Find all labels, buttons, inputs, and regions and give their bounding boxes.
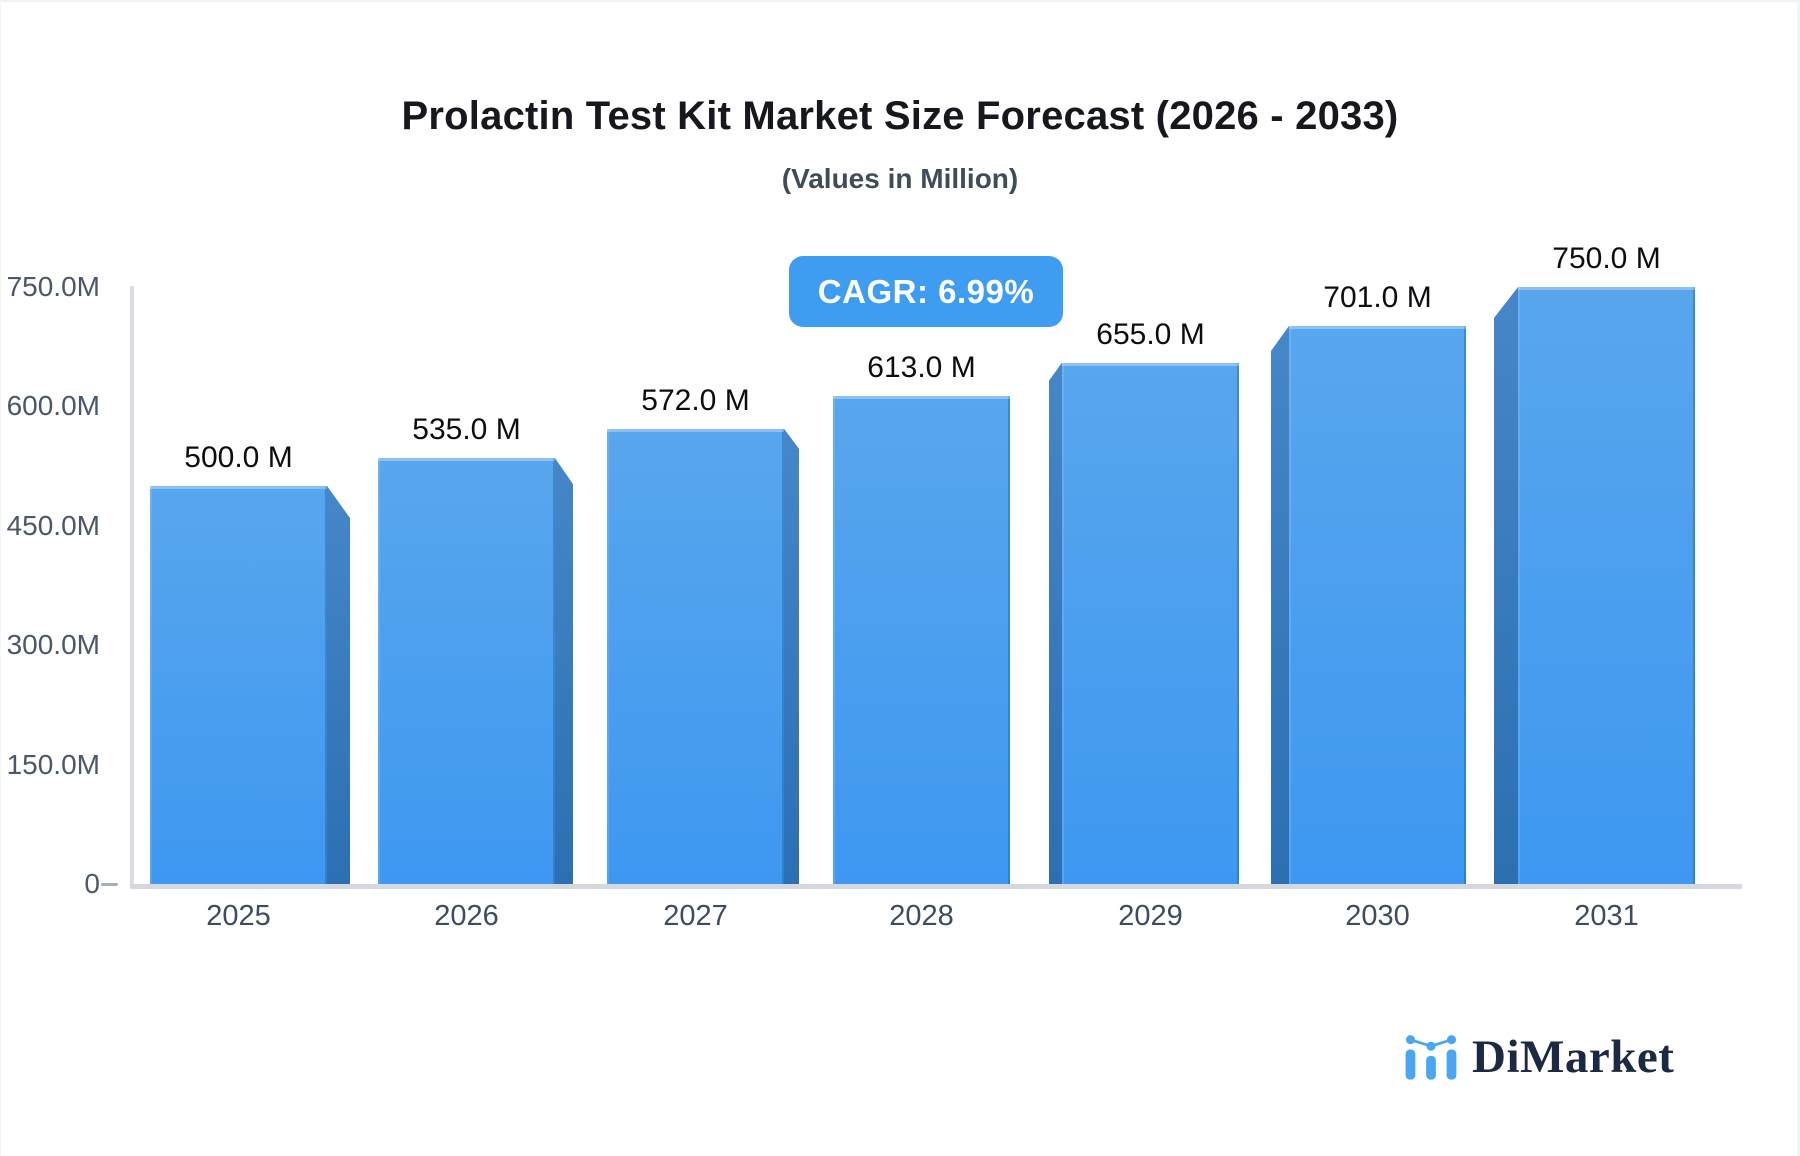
bar-value-label: 701.0 M: [1323, 281, 1432, 314]
chart-subtitle: (Values in Million): [781, 163, 1019, 194]
page-top-border: [0, 0, 1800, 2]
x-axis-label: 2031: [1574, 900, 1639, 932]
logo-wordmark: DiMarket: [1472, 1031, 1675, 1083]
bar-2026: [378, 458, 573, 884]
cagr-badge: CAGR: 6.99%: [789, 256, 1063, 327]
bar-2025: [150, 486, 350, 884]
page-right-border: [1797, 0, 1800, 1156]
bar-face: [607, 428, 784, 884]
bar-value-label: 500.0 M: [184, 441, 293, 474]
y-axis-tick-label: 750.0M: [6, 271, 100, 302]
bar-value-label: 655.0 M: [1096, 317, 1205, 351]
bar-value-label: 572.0 M: [641, 383, 750, 417]
bar-side-panel: [1494, 287, 1518, 884]
chart-title: Prolactin Test Kit Market Size Forecast …: [401, 94, 1399, 138]
bar-2030: [1271, 326, 1466, 884]
bar-side-panel: [1271, 326, 1289, 884]
bar-side-panel: [1049, 362, 1062, 884]
x-axis-label: 2026: [434, 900, 499, 932]
bar-face: [833, 396, 1010, 884]
bar-side-panel: [327, 486, 350, 884]
y-axis-tick-label: 300.0M: [6, 629, 100, 661]
y-axis-tick-label: 450.0M: [6, 509, 100, 541]
bar-2027: [607, 428, 799, 884]
bar-value-label: 535.0 M: [412, 413, 521, 447]
bar-face: [1518, 287, 1695, 884]
bar-2031: [1494, 287, 1695, 884]
bar-chart-logo-icon: [1404, 1034, 1458, 1080]
y-axis-line: [130, 286, 134, 889]
x-axis-label: 2025: [206, 900, 271, 932]
x-axis-label: 2028: [889, 900, 954, 932]
page-left-border: [0, 0, 1, 1156]
x-axis-label: 2029: [1118, 900, 1183, 932]
bar-face: [378, 458, 555, 884]
y-axis-tick-label: 0: [84, 868, 100, 899]
bar-face: [150, 486, 327, 884]
bar-side-panel: [784, 428, 799, 884]
bar-2028: [833, 396, 1010, 884]
zero-tick-mark: [101, 883, 118, 886]
bar-face: [1062, 362, 1239, 884]
bar-value-label: 750.0 M: [1552, 242, 1661, 275]
y-axis-tick-label: 150.0M: [6, 748, 100, 780]
dimarket-logo: DiMarket: [1404, 1030, 1674, 1084]
bar-2029: [1049, 362, 1239, 884]
bar-value-label: 613.0 M: [867, 351, 976, 385]
x-axis-label: 2027: [663, 900, 728, 932]
x-axis-line: [130, 884, 1742, 889]
x-axis-label: 2030: [1345, 900, 1410, 932]
y-axis-tick-label: 600.0M: [6, 390, 100, 422]
bar-face: [1289, 326, 1466, 884]
bar-side-panel: [555, 458, 573, 884]
